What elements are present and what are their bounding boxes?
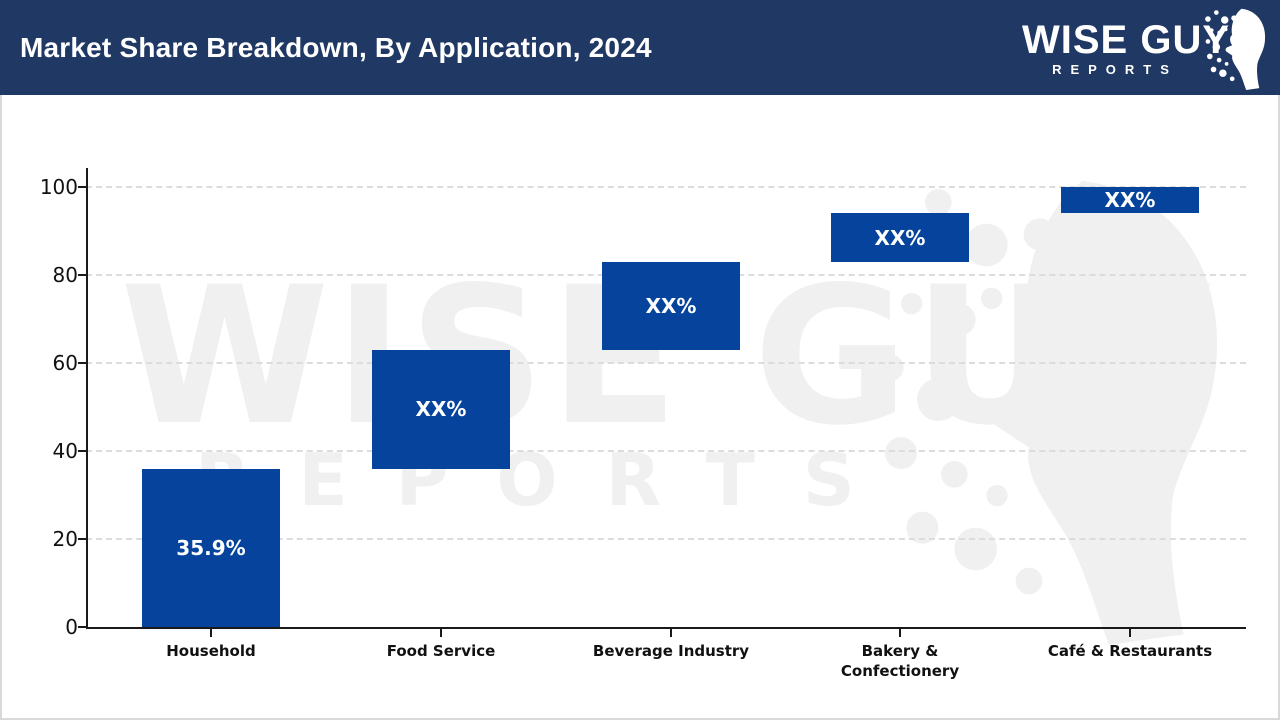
y-axis-tick-label: 40 <box>52 439 78 463</box>
gridline-20 <box>86 538 1246 540</box>
frame-border-bottom <box>0 718 1280 720</box>
y-axis-tick-mark <box>78 274 86 276</box>
bar-label-household: 35.9% <box>176 536 246 560</box>
x-axis-category-label-beverage-industry: Beverage Industry <box>592 642 750 660</box>
y-axis-tick-mark <box>78 186 86 188</box>
x-axis-tick-mark <box>1129 629 1131 637</box>
frame-border-right <box>1278 95 1280 720</box>
y-axis-line <box>86 168 88 629</box>
x-axis-tick-mark <box>899 629 901 637</box>
y-axis-tick-mark <box>78 362 86 364</box>
y-axis-tick-label: 80 <box>52 263 78 287</box>
wise-guy-logo: WISE GUY REPORTS <box>1022 6 1272 90</box>
bar-label-caf-restaurants: XX% <box>1104 188 1156 213</box>
bar-label-bakery-confectionery: XX% <box>874 225 926 250</box>
gridline-60 <box>86 362 1246 364</box>
x-axis-category-label-food-service: Food Service <box>386 642 496 660</box>
header-bar: Market Share Breakdown, By Application, … <box>0 0 1280 95</box>
y-axis-tick-label: 0 <box>65 615 78 639</box>
bar-caf-restaurants: XX% <box>1061 187 1199 214</box>
logo-subtitle: REPORTS <box>1052 62 1178 77</box>
y-axis-tick-mark <box>78 538 86 540</box>
bar-household: 35.9% <box>142 469 280 627</box>
x-axis-tick-mark <box>210 629 212 637</box>
logo-wordmark: WISE GUY <box>1022 18 1231 62</box>
y-axis-tick-label: 100 <box>39 175 78 199</box>
y-axis-tick-mark <box>78 626 86 628</box>
x-axis-category-label-caf-restaurants: Café & Restaurants <box>1047 642 1213 660</box>
x-axis-category-label-bakery-confectionery: Bakery & Confectionery <box>840 642 960 680</box>
gridline-40 <box>86 450 1246 452</box>
y-axis-tick-label: 60 <box>52 351 78 375</box>
bar-bakery-confectionery: XX% <box>831 213 969 262</box>
x-axis-category-label-household: Household <box>166 642 256 660</box>
bar-beverage-industry: XX% <box>602 261 740 350</box>
bar-food-service: XX% <box>372 349 510 470</box>
x-axis-tick-mark <box>440 629 442 637</box>
x-axis-tick-mark <box>670 629 672 637</box>
x-axis-line <box>86 627 1246 629</box>
logo-text: WISE GUY REPORTS <box>1022 18 1231 77</box>
frame-border-left <box>0 95 2 720</box>
page-title: Market Share Breakdown, By Application, … <box>20 31 652 63</box>
bar-label-beverage-industry: XX% <box>645 293 697 318</box>
y-axis-tick-label: 20 <box>52 527 78 551</box>
gridline-100 <box>86 186 1246 188</box>
y-axis-tick-mark <box>78 450 86 452</box>
bar-label-food-service: XX% <box>415 397 467 422</box>
logo-face-icon <box>1205 8 1266 90</box>
